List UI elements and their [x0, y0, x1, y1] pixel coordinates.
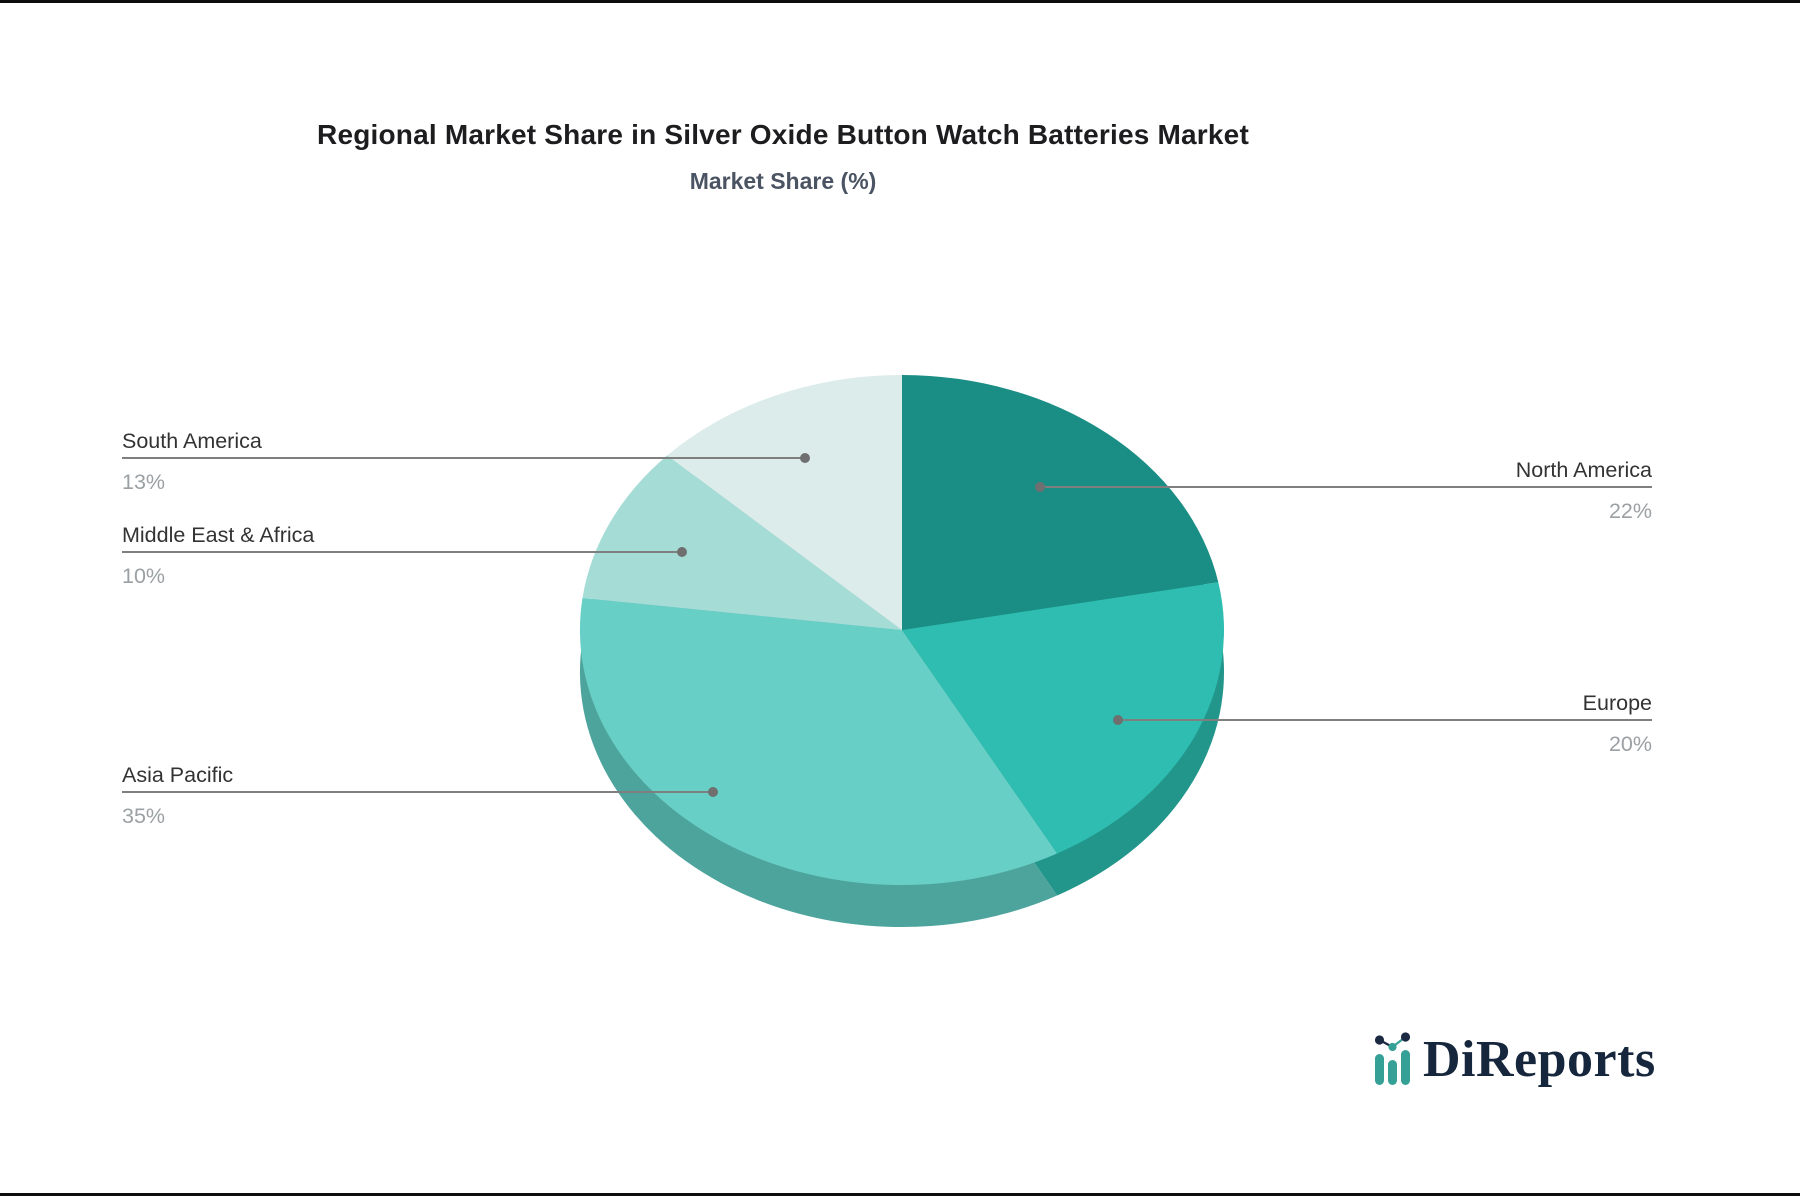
chart-subtitle: Market Share (%) [689, 168, 877, 194]
brand-logo: DiReports [1374, 1028, 1656, 1086]
callout-dot-europe [1113, 715, 1123, 725]
pie-slice-middle-east-africa [582, 455, 902, 630]
callout-dot-north-america [1035, 482, 1045, 492]
pie-slice-south-america [667, 374, 902, 630]
callout-value-south-america: 13% [122, 470, 165, 494]
brand-logo-text: DiReports [1423, 1031, 1656, 1089]
callout-label-middle-east-africa: Middle East & Africa [122, 523, 314, 547]
callout-label-asia-pacific: Asia Pacific [122, 763, 233, 787]
callout-value-middle-east-africa: 10% [122, 564, 165, 588]
pie-slice-europe [902, 582, 1225, 854]
callout-dot-asia-pacific [708, 787, 718, 797]
callout-value-asia-pacific: 35% [122, 804, 165, 828]
bar-line-chart-icon [1374, 1032, 1411, 1085]
window-edge-bottom [0, 1193, 1800, 1196]
callout-dot-middle-east-africa [677, 547, 687, 557]
callout-dot-south-america [800, 453, 810, 463]
callout-label-europe: Europe [1583, 691, 1652, 715]
chart-title: Regional Market Share in Silver Oxide Bu… [317, 119, 1249, 150]
pie-slice-asia-pacific [579, 598, 1058, 886]
pie-slice-north-america [902, 375, 1219, 630]
window-edge-top [0, 0, 1800, 3]
callout-value-europe: 20% [1609, 732, 1652, 756]
callout-label-south-america: South America [122, 429, 262, 453]
callout-value-north-america: 22% [1609, 499, 1652, 523]
callout-label-north-america: North America [1516, 458, 1652, 482]
